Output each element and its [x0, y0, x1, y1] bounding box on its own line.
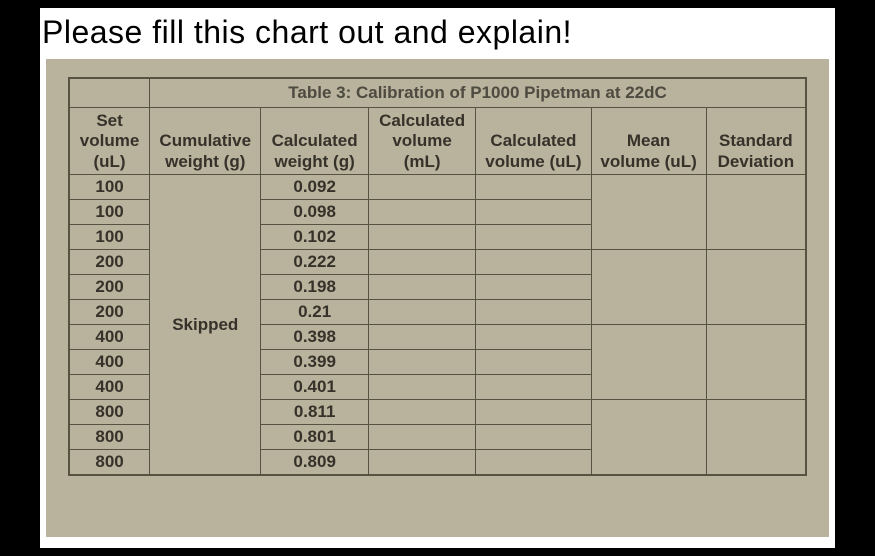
cell-calc-weight: 0.801: [261, 425, 368, 450]
cell-calc-vol-ml: [368, 225, 475, 250]
cell-set: 400: [69, 350, 150, 375]
cell-calc-vol-ml: [368, 175, 475, 200]
cell-calc-weight: 0.092: [261, 175, 368, 200]
cell-calc-vol-ul: [476, 275, 591, 300]
cell-calc-weight: 0.399: [261, 350, 368, 375]
calibration-table: Table 3: Calibration of P1000 Pipetman a…: [68, 77, 807, 476]
cell-stdev: [706, 325, 806, 400]
cell-calc-vol-ul: [476, 450, 591, 476]
table-title-blank: [69, 78, 150, 108]
table-title: Table 3: Calibration of P1000 Pipetman a…: [150, 78, 806, 108]
cell-set: 200: [69, 250, 150, 275]
cell-calc-weight: 0.401: [261, 375, 368, 400]
cell-calc-weight: 0.222: [261, 250, 368, 275]
hdr-mean-volume: Mean volume (uL): [591, 108, 706, 175]
cell-calc-weight: 0.811: [261, 400, 368, 425]
cell-set: 800: [69, 450, 150, 476]
cell-calc-weight: 0.21: [261, 300, 368, 325]
hdr-set-volume: Set volume (uL): [69, 108, 150, 175]
cell-calc-vol-ml: [368, 200, 475, 225]
cell-set: 800: [69, 425, 150, 450]
cell-set: 100: [69, 200, 150, 225]
cell-calc-vol-ml: [368, 425, 475, 450]
hdr-std-dev: Standard Deviation: [706, 108, 806, 175]
table-header-row: Set volume (uL) Cumulative weight (g) Ca…: [69, 108, 806, 175]
table-row: 100 Skipped 0.092: [69, 175, 806, 200]
page-title: Please fill this chart out and explain!: [40, 8, 835, 59]
cell-calc-vol-ul: [476, 425, 591, 450]
hdr-calc-volume-ul: Calculated volume (uL): [476, 108, 591, 175]
cell-stdev: [706, 250, 806, 325]
worksheet-paper: Table 3: Calibration of P1000 Pipetman a…: [46, 59, 829, 537]
cell-calc-vol-ul: [476, 400, 591, 425]
cell-mean: [591, 175, 706, 250]
cell-calc-vol-ml: [368, 250, 475, 275]
cell-set: 400: [69, 375, 150, 400]
cell-set: 100: [69, 225, 150, 250]
cell-calc-vol-ul: [476, 325, 591, 350]
content-panel: Please fill this chart out and explain! …: [40, 8, 835, 548]
hdr-calc-volume-ml: Calculated volume (mL): [368, 108, 475, 175]
cell-set: 100: [69, 175, 150, 200]
cell-set: 800: [69, 400, 150, 425]
cell-calc-vol-ml: [368, 400, 475, 425]
cell-calc-weight: 0.098: [261, 200, 368, 225]
cell-stdev: [706, 175, 806, 250]
cell-calc-vol-ul: [476, 375, 591, 400]
cell-calc-vol-ml: [368, 275, 475, 300]
cell-set: 400: [69, 325, 150, 350]
cell-stdev: [706, 400, 806, 476]
cell-calc-weight: 0.102: [261, 225, 368, 250]
cell-calc-vol-ml: [368, 350, 475, 375]
cell-calc-vol-ul: [476, 200, 591, 225]
cell-mean: [591, 400, 706, 476]
cell-calc-vol-ul: [476, 225, 591, 250]
cell-set: 200: [69, 300, 150, 325]
cell-calc-weight: 0.809: [261, 450, 368, 476]
hdr-calc-weight: Calculated weight (g): [261, 108, 368, 175]
cell-calc-vol-ul: [476, 175, 591, 200]
cell-calc-weight: 0.398: [261, 325, 368, 350]
cell-calc-vol-ml: [368, 325, 475, 350]
cell-set: 200: [69, 275, 150, 300]
cell-calc-vol-ul: [476, 350, 591, 375]
cell-calc-vol-ml: [368, 375, 475, 400]
cell-calc-vol-ul: [476, 300, 591, 325]
cell-cumulative-skipped: Skipped: [150, 175, 261, 476]
cell-mean: [591, 250, 706, 325]
cell-mean: [591, 325, 706, 400]
cell-calc-vol-ul: [476, 250, 591, 275]
cell-calc-weight: 0.198: [261, 275, 368, 300]
table-title-row: Table 3: Calibration of P1000 Pipetman a…: [69, 78, 806, 108]
cell-calc-vol-ml: [368, 300, 475, 325]
hdr-cumulative-weight: Cumulative weight (g): [150, 108, 261, 175]
cell-calc-vol-ml: [368, 450, 475, 476]
